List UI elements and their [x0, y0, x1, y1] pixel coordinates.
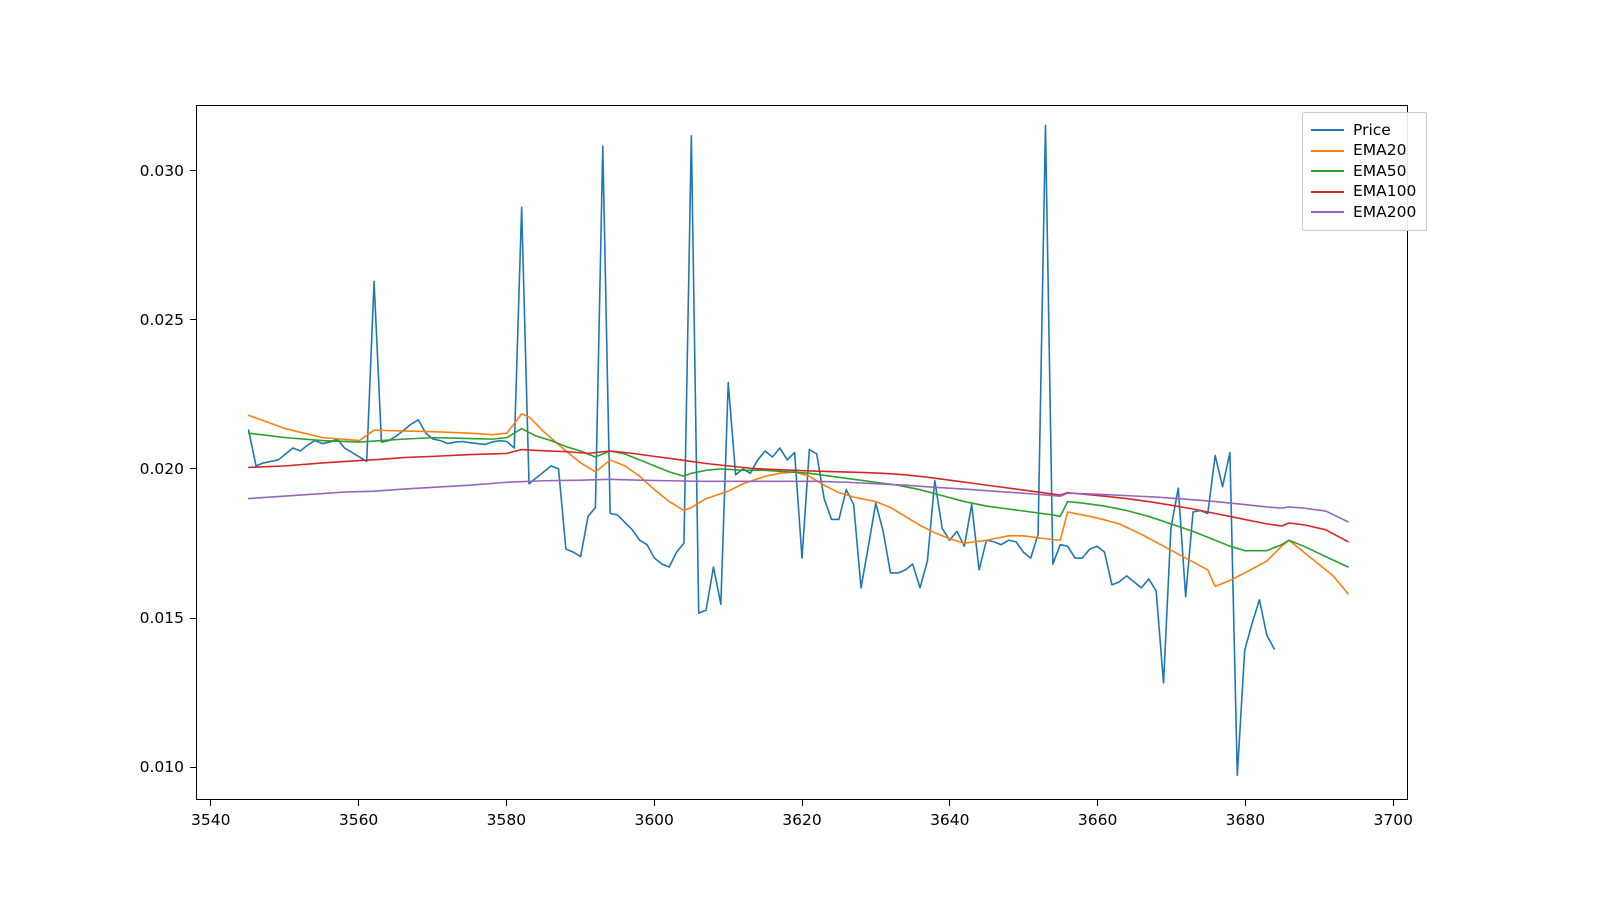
y-tick-mark — [190, 319, 196, 321]
y-tick-label: 0.010 — [139, 758, 184, 777]
x-tick-mark — [949, 800, 951, 806]
x-tick-mark — [801, 800, 803, 806]
legend-item-ema20: EMA20 — [1311, 141, 1416, 162]
plot-svg — [197, 106, 1407, 799]
x-tick-mark — [358, 800, 360, 806]
x-tick-mark — [653, 800, 655, 806]
legend-color-swatch — [1311, 190, 1344, 193]
x-tick-label: 3580 — [486, 811, 527, 829]
y-tick-label: 0.020 — [139, 459, 184, 478]
legend-item-ema100: EMA100 — [1311, 182, 1416, 203]
x-tick-label: 3680 — [1225, 811, 1266, 829]
legend-color-swatch — [1311, 129, 1344, 132]
series-line-price — [249, 125, 1275, 775]
series-line-ema200 — [249, 479, 1348, 522]
x-tick-label: 3600 — [634, 811, 674, 829]
x-tick-label: 3560 — [338, 811, 379, 829]
legend-label: EMA50 — [1353, 161, 1407, 180]
x-tick-label: 3660 — [1077, 811, 1118, 829]
x-tick-label: 3700 — [1373, 811, 1413, 829]
x-tick-mark — [1392, 800, 1394, 806]
x-tick-mark — [210, 800, 212, 806]
y-tick-label: 0.015 — [139, 609, 184, 628]
plot-area — [196, 105, 1408, 800]
legend-label: Price — [1353, 120, 1391, 139]
y-tick-mark — [190, 766, 196, 768]
legend-color-swatch — [1311, 149, 1344, 152]
y-tick-mark — [190, 468, 196, 470]
legend-item-ema200: EMA200 — [1311, 202, 1416, 223]
x-tick-mark — [1097, 800, 1099, 806]
y-tick-label: 0.025 — [139, 310, 184, 329]
legend-color-swatch — [1311, 170, 1344, 173]
series-line-ema100 — [249, 450, 1348, 542]
x-tick-mark — [1244, 800, 1246, 806]
legend-color-swatch — [1311, 211, 1344, 214]
x-tick-label: 3640 — [930, 811, 970, 829]
chart-legend: Price EMA20 EMA50 EMA100 EMA200 — [1302, 112, 1428, 231]
x-tick-mark — [505, 800, 507, 806]
x-tick-label: 3620 — [782, 811, 822, 829]
series-line-ema50 — [249, 429, 1348, 567]
series-line-ema20 — [249, 414, 1348, 594]
legend-item-ema50: EMA50 — [1311, 161, 1416, 182]
y-tick-label: 0.030 — [139, 161, 184, 180]
legend-label: EMA20 — [1353, 141, 1407, 159]
legend-label: EMA200 — [1353, 202, 1417, 221]
legend-label: EMA100 — [1353, 182, 1417, 200]
y-tick-mark — [190, 617, 196, 619]
legend-item-price: Price — [1311, 120, 1416, 141]
x-tick-label: 3540 — [191, 811, 231, 829]
y-tick-mark — [190, 170, 196, 172]
